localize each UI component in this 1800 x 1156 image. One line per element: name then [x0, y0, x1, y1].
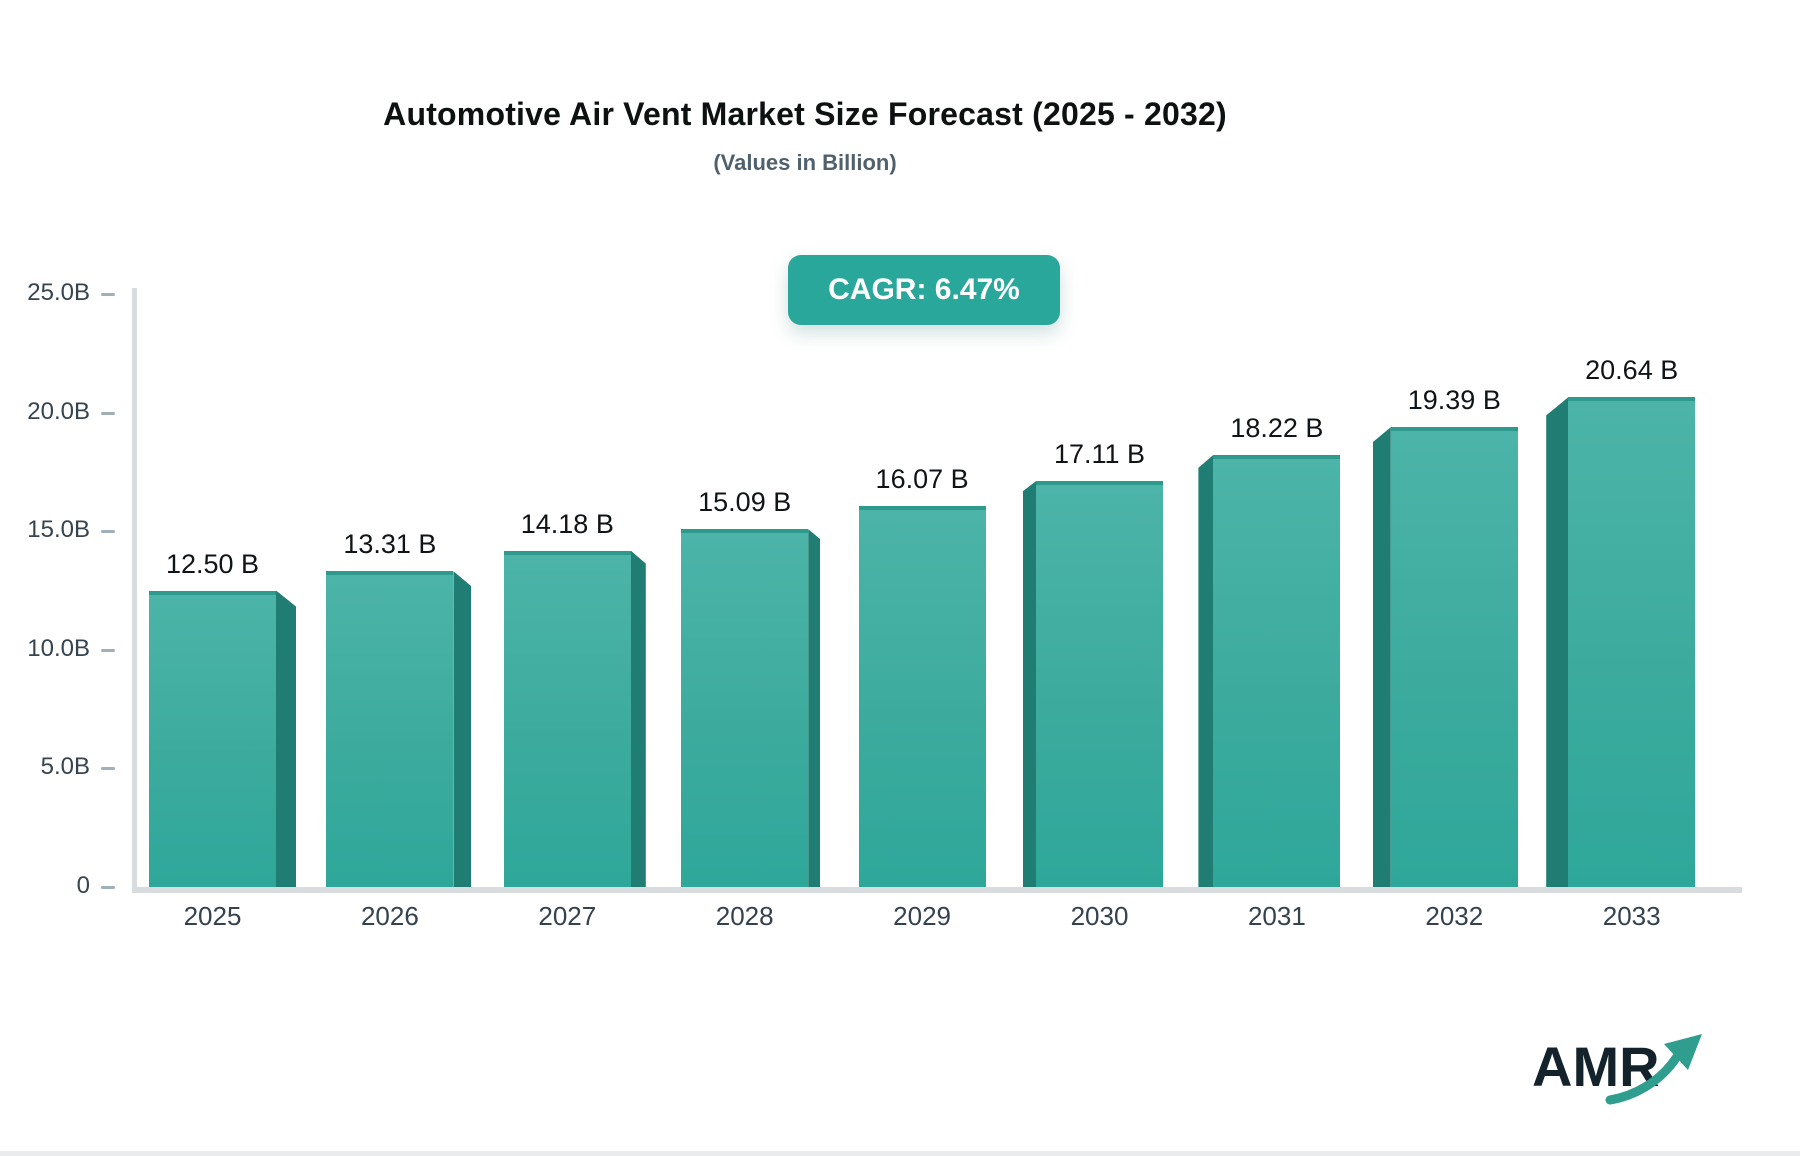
bar-side-face: [1546, 397, 1569, 887]
bar-value-label: 17.11 B: [1053, 439, 1146, 470]
bar-2029: [858, 505, 986, 887]
y-tick-label: 20.0B: [27, 397, 90, 425]
y-tick-label: 15.0B: [27, 516, 90, 544]
x-tick-label: 2032: [1425, 901, 1484, 931]
bar-value-label: 13.31 B: [343, 529, 437, 560]
x-tick-label: 2029: [893, 901, 952, 931]
bar-2032: [1390, 427, 1518, 887]
x-axis-line: [132, 887, 1742, 893]
y-tick-dash: [101, 293, 115, 296]
bar-2031: [1213, 454, 1341, 887]
x-tick-label: 2026: [360, 901, 419, 931]
bar-side-face: [1023, 481, 1036, 887]
y-tick-label: 10.0B: [27, 634, 90, 662]
x-tick-label: 2031: [1247, 901, 1306, 931]
bar-value-label: 18.22 B: [1230, 412, 1324, 443]
y-tick-dash: [101, 767, 115, 771]
bar-value-label: 16.07 B: [875, 463, 969, 494]
chart-subtitle: (Values in Billion): [713, 150, 897, 175]
bar-value-label: 12.50 B: [165, 548, 260, 579]
cagr-badge: CAGR: 6.47%: [788, 255, 1060, 325]
bar-side-face: [808, 529, 821, 887]
bar-side-face: [1198, 454, 1214, 887]
bar-value-label: 20.64 B: [1585, 355, 1679, 386]
x-tick-label: 2025: [183, 901, 242, 931]
x-tick-label: 2030: [1070, 901, 1129, 931]
bar-2030: [1036, 481, 1163, 887]
bar-side-face: [1372, 427, 1391, 887]
bar-2028: [681, 529, 809, 887]
bar-side-face: [453, 571, 472, 887]
bar-value-label: 19.39 B: [1407, 385, 1501, 416]
y-tick-label: 25.0B: [27, 279, 90, 306]
y-tick-dash: [101, 411, 115, 415]
y-tick-dash: [101, 648, 115, 652]
amr-logo: AMR: [1532, 1030, 1732, 1110]
bar-2025: [149, 590, 276, 887]
bar-2026: [326, 571, 454, 887]
bar-side-face: [276, 590, 296, 887]
bar-value-label: 15.09 B: [698, 487, 792, 518]
x-tick-label: 2027: [538, 901, 597, 931]
bar-2033: [1568, 397, 1696, 887]
x-tick-label: 2033: [1602, 901, 1661, 931]
y-tick-dash: [101, 886, 115, 889]
y-axis-line: [132, 288, 137, 889]
y-tick-label: 5.0B: [40, 753, 90, 781]
chart-title: Automotive Air Vent Market Size Forecast…: [383, 96, 1227, 132]
y-tick-label: 0: [76, 872, 90, 899]
bar-value-label: 14.18 B: [520, 508, 614, 539]
bar-side-face: [630, 550, 646, 887]
x-tick-label: 2028: [715, 901, 774, 931]
bar-2027: [503, 550, 631, 887]
amr-logo-arrow-icon: [1605, 1034, 1702, 1105]
y-tick-dash: [101, 530, 115, 534]
